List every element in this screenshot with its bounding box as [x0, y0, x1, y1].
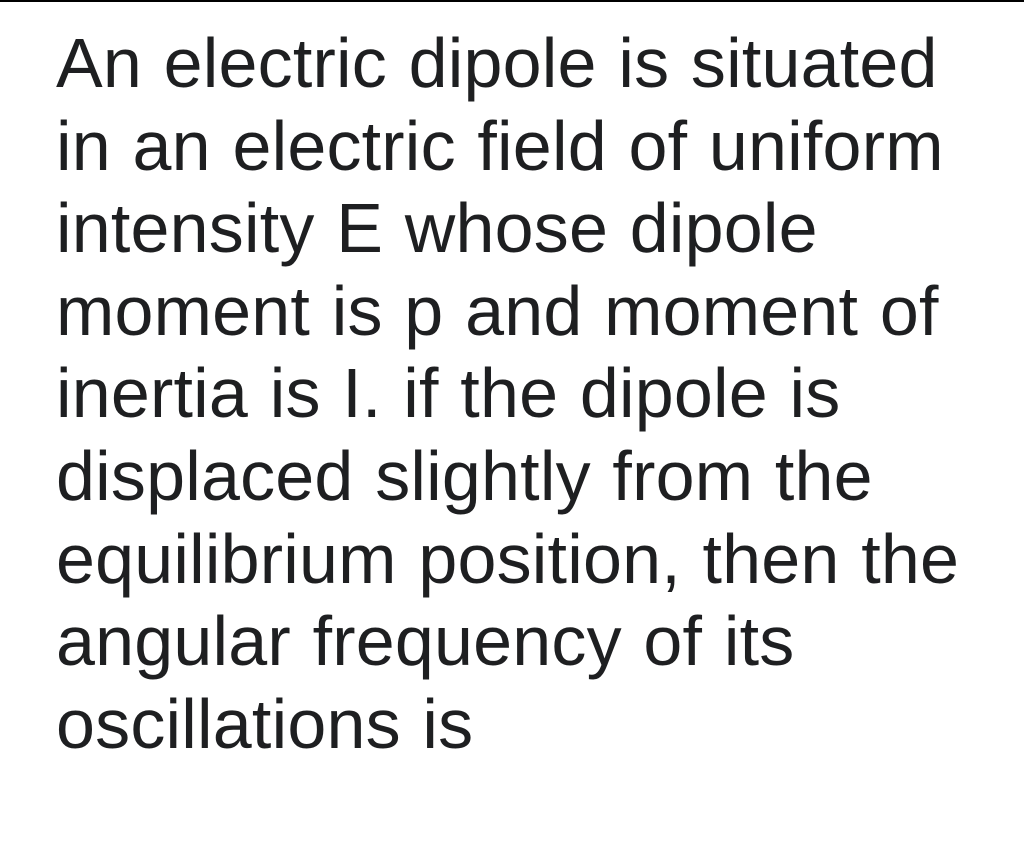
question-text: An electric dipole is situated in an ele… [56, 22, 976, 765]
page-container: An electric dipole is situated in an ele… [0, 0, 1024, 857]
